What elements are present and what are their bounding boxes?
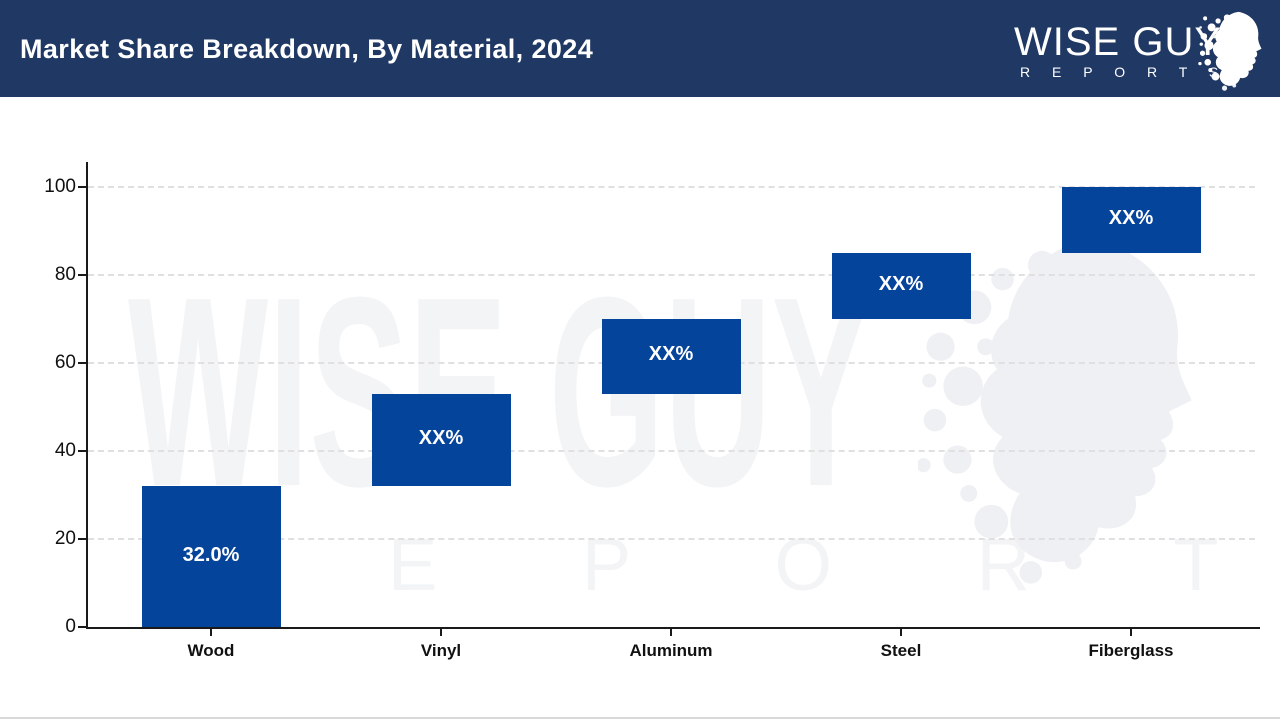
x-category-label-fiberglass: Fiberglass: [1088, 641, 1174, 660]
x-category-label-steel: Steel: [880, 641, 922, 660]
gridline-20: [88, 538, 1255, 540]
x-tick-mark-fiberglass: [1130, 629, 1132, 636]
chart-title: Market Share Breakdown, By Material, 202…: [20, 34, 594, 64]
y-tick-label-80: 80: [54, 264, 76, 285]
bar-value-label-aluminum: XX%: [648, 343, 694, 366]
y-tick-mark-100: [78, 186, 86, 188]
header-band: Market Share Breakdown, By Material, 202…: [0, 0, 1280, 97]
gridline-80: [88, 274, 1255, 276]
y-tick-mark-40: [78, 450, 86, 452]
bar-vinyl: [371, 393, 511, 487]
bar-steel: [831, 253, 971, 319]
y-tick-mark-0: [78, 626, 86, 628]
y-tick-mark-20: [78, 538, 86, 540]
bar-aluminum: [601, 319, 741, 394]
y-tick-label-60: 60: [54, 352, 76, 373]
logo-subtext: R E P O R T S: [1020, 64, 1228, 80]
y-tick-label-40: 40: [54, 440, 76, 461]
bar-value-label-steel: XX%: [878, 273, 924, 295]
bar-value-label-fiberglass: XX%: [1108, 207, 1154, 229]
logo-wordmark: WISE GUY: [1014, 20, 1223, 64]
gridline-100: [88, 186, 1255, 188]
logo-head-icon: [1198, 11, 1262, 91]
x-category-label-wood: Wood: [187, 641, 235, 660]
watermark-head-icon: [918, 239, 1192, 584]
x-tick-mark-vinyl: [440, 629, 442, 636]
bar-value-label-vinyl: XX%: [418, 427, 464, 449]
y-axis-line: [86, 162, 88, 629]
x-tick-mark-wood: [210, 629, 212, 636]
y-tick-mark-60: [78, 362, 86, 364]
x-axis-line: [86, 627, 1260, 629]
x-category-label-aluminum: Aluminum: [629, 641, 713, 660]
x-category-label-vinyl: Vinyl: [420, 641, 462, 660]
bar-value-label-wood: 32.0%: [182, 543, 240, 566]
y-tick-mark-80: [78, 274, 86, 276]
x-tick-mark-aluminum: [670, 629, 672, 636]
bottom-divider: [0, 717, 1280, 719]
bar-fiberglass: [1061, 187, 1201, 253]
y-tick-label-20: 20: [54, 528, 76, 549]
bar-wood: [141, 486, 281, 627]
y-tick-label-100: 100: [44, 176, 76, 197]
y-tick-label-0: 0: [65, 616, 76, 637]
wise-guy-logo: WISE GUY R E P O R T S: [1012, 6, 1270, 92]
gridline-40: [88, 450, 1255, 452]
x-tick-mark-steel: [900, 629, 902, 636]
